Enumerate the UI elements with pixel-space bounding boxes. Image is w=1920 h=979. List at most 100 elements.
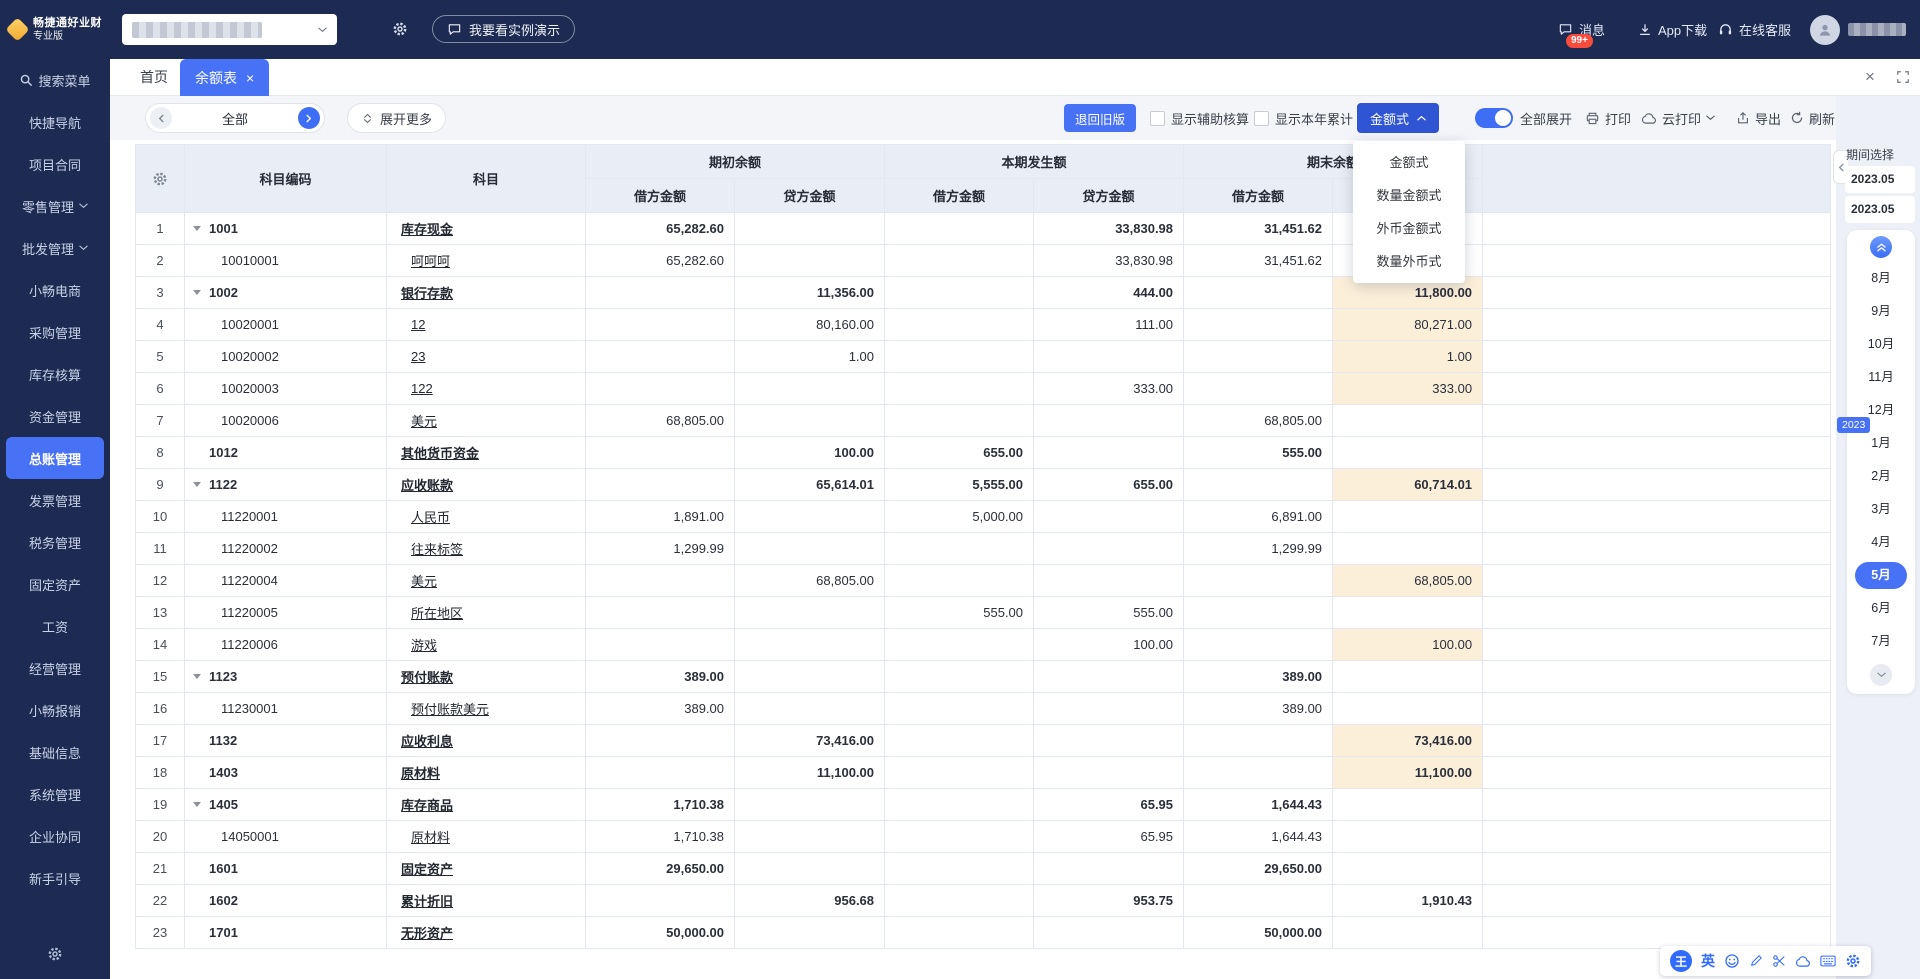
scroll-up-button[interactable] [1870, 236, 1892, 258]
sidebar-item-9[interactable]: 资金管理 [6, 395, 104, 437]
ime-engine-icon[interactable]: 王 [1670, 950, 1692, 972]
ime-toolbar[interactable]: 王 英 [1660, 946, 1871, 976]
col-header-name[interactable]: 科目 [386, 144, 586, 213]
cloud-print-button[interactable]: 云打印 [1641, 96, 1715, 140]
sidebar-item-12[interactable]: 税务管理 [6, 521, 104, 563]
sidebar-item-8[interactable]: 库存核算 [6, 353, 104, 395]
user-avatar[interactable] [1810, 15, 1840, 45]
account-name-link[interactable]: 无形资产 [401, 926, 454, 941]
close-all-icon[interactable]: × [1865, 67, 1875, 86]
sidebar-item-5[interactable]: 批发管理 [6, 227, 104, 269]
keyboard-icon[interactable] [1820, 955, 1836, 967]
sidebar-item-2[interactable]: 快捷导航 [6, 101, 104, 143]
account-name-link[interactable]: 12 [411, 317, 426, 332]
table-row[interactable]: 14 11220006 游戏 100.00 100.00 [135, 628, 1831, 661]
account-name-link[interactable]: 原材料 [411, 830, 451, 845]
table-row[interactable]: 21 1601 固定资产 29,650.00 29,650.00 [135, 852, 1831, 885]
topbar-gear-icon[interactable] [392, 21, 408, 42]
month-item-9月[interactable]: 9月 [1871, 304, 1891, 318]
account-name-link[interactable]: 122 [411, 381, 433, 396]
show-aux-checkbox-group[interactable]: 显示辅助核算 [1150, 96, 1249, 140]
account-name-link[interactable]: 美元 [411, 574, 438, 589]
table-row[interactable]: 12 11220004 美元 68,805.00 68,805.00 [135, 564, 1831, 597]
table-row[interactable]: 2 10010001 呵呵呵 65,282.60 33,830.98 31,451.62 [135, 244, 1831, 277]
sidebar-item-17[interactable]: 基础信息 [6, 731, 104, 773]
account-name-link[interactable]: 银行存款 [401, 286, 454, 301]
sidebar-item-6[interactable]: 小畅电商 [6, 269, 104, 311]
table-row[interactable]: 11 11220002 往来标签 1,299.99 1,299.99 [135, 532, 1831, 565]
account-name-link[interactable]: 游戏 [411, 638, 438, 653]
table-row[interactable]: 18 1403 原材料 11,100.00 11,100.00 [135, 756, 1831, 789]
table-row[interactable]: 16 11230001 预付账款美元 389.00 389.00 [135, 692, 1831, 725]
sidebar-item-19[interactable]: 企业协同 [6, 815, 104, 857]
cloud-icon[interactable] [1795, 955, 1811, 968]
sidebar-item-3[interactable]: 项目合同 [6, 143, 104, 185]
account-name-link[interactable]: 所在地区 [411, 606, 464, 621]
month-item-7月[interactable]: 7月 [1871, 634, 1891, 648]
pen-icon[interactable] [1749, 954, 1763, 968]
sidebar-item-16[interactable]: 小畅报销 [6, 689, 104, 731]
expand-all-toggle[interactable] [1475, 108, 1513, 128]
app-download-button[interactable]: App下载 [1638, 0, 1707, 59]
table-row[interactable]: 5 10020002 23 1.00 1.00 [135, 340, 1831, 373]
sidebar-item-20[interactable]: 新手引导 [6, 857, 104, 899]
format-menu-item-2[interactable]: 数量金额式 [1376, 188, 1442, 203]
sidebar-item-14[interactable]: 工资 [6, 605, 104, 647]
account-name-link[interactable]: 应收利息 [401, 734, 454, 749]
table-row[interactable]: 8 1012 其他货币资金 100.00 655.00 555.00 [135, 436, 1831, 469]
table-row[interactable]: 20 14050001 原材料 1,710.38 65.95 1,644.43 [135, 820, 1831, 853]
month-item-4月[interactable]: 4月 [1871, 535, 1891, 549]
month-item-8月[interactable]: 8月 [1871, 271, 1891, 285]
expand-toggle-icon[interactable] [193, 226, 201, 231]
month-item-10月[interactable]: 10月 [1867, 337, 1895, 351]
tab-balance-sheet[interactable]: 余额表 × [180, 59, 270, 96]
period-start-box[interactable]: 2023.05 [1845, 166, 1915, 193]
col-header-credit[interactable]: 贷方金额 [733, 178, 886, 213]
company-select[interactable] [122, 14, 337, 45]
account-name-link[interactable]: 应收账款 [401, 478, 454, 493]
fullscreen-icon[interactable] [1896, 70, 1910, 84]
col-header-debit[interactable]: 借方金额 [884, 178, 1035, 213]
month-item-6月[interactable]: 6月 [1871, 601, 1891, 615]
table-row[interactable]: 17 1132 应收利息 73,416.00 73,416.00 [135, 724, 1831, 757]
account-name-link[interactable]: 美元 [411, 414, 438, 429]
account-name-link[interactable]: 固定资产 [401, 862, 454, 877]
table-row[interactable]: 22 1602 累计折旧 956.68 953.75 1,910.43 [135, 884, 1831, 917]
account-name-link[interactable]: 呵呵呵 [411, 254, 451, 269]
account-filter-select[interactable]: 全部 [145, 103, 325, 133]
account-name-link[interactable]: 库存商品 [401, 798, 454, 813]
tab-home[interactable]: 首页 [140, 69, 168, 85]
account-name-link[interactable]: 人民币 [411, 510, 451, 525]
sidebar-item-4[interactable]: 零售管理 [6, 185, 104, 227]
sidebar-item-10[interactable]: 总账管理 [6, 437, 104, 479]
scissors-icon[interactable] [1772, 954, 1786, 968]
table-row[interactable]: 1 1001 库存现金 65,282.60 33,830.98 31,451.62 [135, 212, 1831, 245]
sidebar-item-1[interactable]: 搜索菜单 [6, 59, 104, 101]
expand-toggle-icon[interactable] [193, 482, 201, 487]
ime-language-indicator[interactable]: 英 [1701, 953, 1715, 969]
month-item-12月[interactable]: 12月 [1867, 403, 1895, 417]
next-account-icon[interactable] [297, 107, 320, 129]
show-aux-checkbox[interactable] [1150, 110, 1165, 126]
prev-account-icon[interactable] [150, 107, 172, 129]
sidebar-item-15[interactable]: 经营管理 [6, 647, 104, 689]
month-item-2月[interactable]: 2月 [1871, 469, 1891, 483]
account-name-link[interactable]: 往来标签 [411, 542, 464, 557]
back-to-old-button[interactable]: 退回旧版 [1064, 104, 1136, 132]
table-row[interactable]: 7 10020006 美元 68,805.00 68,805.00 [135, 404, 1831, 437]
month-item-1月[interactable]: 1月 [1871, 436, 1891, 450]
scroll-down-button[interactable] [1870, 664, 1892, 686]
tab-close-icon[interactable]: × [246, 69, 255, 86]
account-name-link[interactable]: 预付账款美元 [411, 702, 490, 717]
sidebar-item-7[interactable]: 采购管理 [6, 311, 104, 353]
sidebar-item-18[interactable]: 系统管理 [6, 773, 104, 815]
table-row[interactable]: 15 1123 预付账款 389.00 389.00 [135, 660, 1831, 693]
sidebar-item-11[interactable]: 发票管理 [6, 479, 104, 521]
table-row[interactable]: 19 1405 库存商品 1,710.38 65.95 1,644.43 [135, 788, 1831, 821]
emoji-icon[interactable] [1724, 953, 1740, 969]
support-button[interactable]: 在线客服 [1718, 0, 1791, 59]
settings-gear-icon[interactable] [1845, 953, 1861, 969]
sidebar-item-13[interactable]: 固定资产 [6, 563, 104, 605]
expand-toggle-icon[interactable] [193, 802, 201, 807]
messages-button[interactable]: 99+ 消息 [1558, 0, 1605, 59]
